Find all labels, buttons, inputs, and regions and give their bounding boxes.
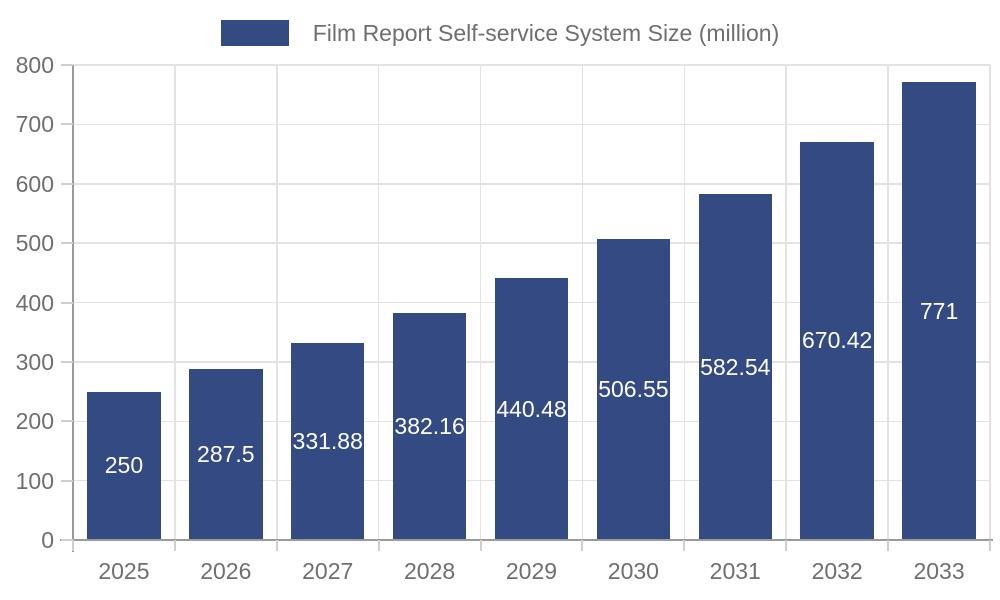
plot-area: 250 287.5 331.88 382.16 440.48 506.55 582.54 67… xyxy=(73,64,991,540)
gridline-vertical xyxy=(276,65,278,540)
bar-value-label: 382.16 xyxy=(394,413,465,440)
gridline-vertical xyxy=(377,65,380,540)
y-axis-tick xyxy=(61,420,73,423)
bar-value-label: 582.54 xyxy=(700,353,771,380)
y-axis-tick xyxy=(61,64,73,66)
x-axis-tick xyxy=(173,540,176,551)
y-axis-tick-label: 400 xyxy=(15,289,54,316)
y-axis-tick-label: 800 xyxy=(15,52,54,78)
x-axis-line xyxy=(60,539,993,541)
y-axis-line xyxy=(72,65,74,552)
bar-value-label: 440.48 xyxy=(496,395,567,422)
x-axis-tick xyxy=(887,540,890,551)
y-axis-tick-label: 0 xyxy=(41,527,54,553)
bar: 582.54 xyxy=(698,194,772,540)
bar: 670.42 xyxy=(800,141,874,540)
y-axis-tick-label: 500 xyxy=(15,230,54,257)
bar: 287.5 xyxy=(189,369,263,540)
gridline-vertical xyxy=(989,65,991,540)
x-axis-tick xyxy=(581,540,584,551)
y-axis-tick xyxy=(61,242,73,245)
y-axis-tick-label: 200 xyxy=(15,408,54,435)
legend-label: Film Report Self-service System Size (mi… xyxy=(312,19,780,46)
y-axis-tick xyxy=(61,539,73,541)
bar: 506.55 xyxy=(596,239,671,540)
x-axis-tick xyxy=(479,540,482,551)
y-axis-tick-label: 700 xyxy=(15,111,54,138)
gridline-vertical xyxy=(683,65,686,540)
y-axis-tick xyxy=(61,182,73,185)
x-axis-tick xyxy=(275,540,278,551)
x-axis-tick xyxy=(785,540,788,551)
x-axis-tick-label: 2028 xyxy=(404,558,456,584)
y-axis-tick xyxy=(61,360,73,363)
bar-value-label: 287.5 xyxy=(197,441,255,468)
gridline-vertical xyxy=(581,65,584,540)
x-axis-tick-label: 2027 xyxy=(302,558,354,584)
legend-swatch xyxy=(220,20,289,46)
x-axis-tick-label: 2032 xyxy=(811,558,863,584)
x-axis-tick-label: 2029 xyxy=(505,558,558,584)
gridline-vertical xyxy=(479,65,482,540)
gridline-horizontal xyxy=(73,183,990,185)
gridline-horizontal xyxy=(73,64,990,66)
y-axis-tick xyxy=(61,479,73,482)
y-axis-tick xyxy=(61,301,73,304)
y-axis-tick-label: 300 xyxy=(15,348,54,375)
gridline-horizontal xyxy=(73,242,990,244)
bar-value-label: 670.42 xyxy=(801,327,873,354)
x-axis-tick xyxy=(72,540,74,551)
gridline-horizontal xyxy=(73,123,990,126)
bar-value-label: 250 xyxy=(104,452,144,479)
gridline-vertical xyxy=(887,65,889,540)
bar-value-label: 331.88 xyxy=(292,427,363,454)
y-axis-tick xyxy=(61,123,73,126)
chart-legend: Film Report Self-service System Size (mi… xyxy=(0,19,1000,47)
x-axis-tick-label: 2026 xyxy=(200,558,252,584)
gridline-vertical xyxy=(785,65,787,540)
bar: 382.16 xyxy=(392,313,467,540)
x-axis-tick-label: 2025 xyxy=(98,558,150,584)
bar-value-label: 506.55 xyxy=(598,376,669,403)
bar: 771 xyxy=(902,82,976,540)
x-axis-tick xyxy=(377,540,380,551)
y-axis-tick-label: 600 xyxy=(15,170,54,197)
x-axis-tick xyxy=(989,540,991,551)
x-axis-tick-label: 2033 xyxy=(913,558,965,584)
x-axis-tick-label: 2030 xyxy=(607,558,659,584)
x-axis-tick-label: 2031 xyxy=(709,558,761,584)
bar: 250 xyxy=(87,391,161,540)
gridline-vertical xyxy=(174,65,176,540)
bar-value-label: 771 xyxy=(919,297,959,324)
bar: 331.88 xyxy=(291,342,365,540)
bar: 440.48 xyxy=(494,278,569,540)
x-axis-tick xyxy=(683,540,686,551)
y-axis-tick-label: 100 xyxy=(15,467,54,494)
